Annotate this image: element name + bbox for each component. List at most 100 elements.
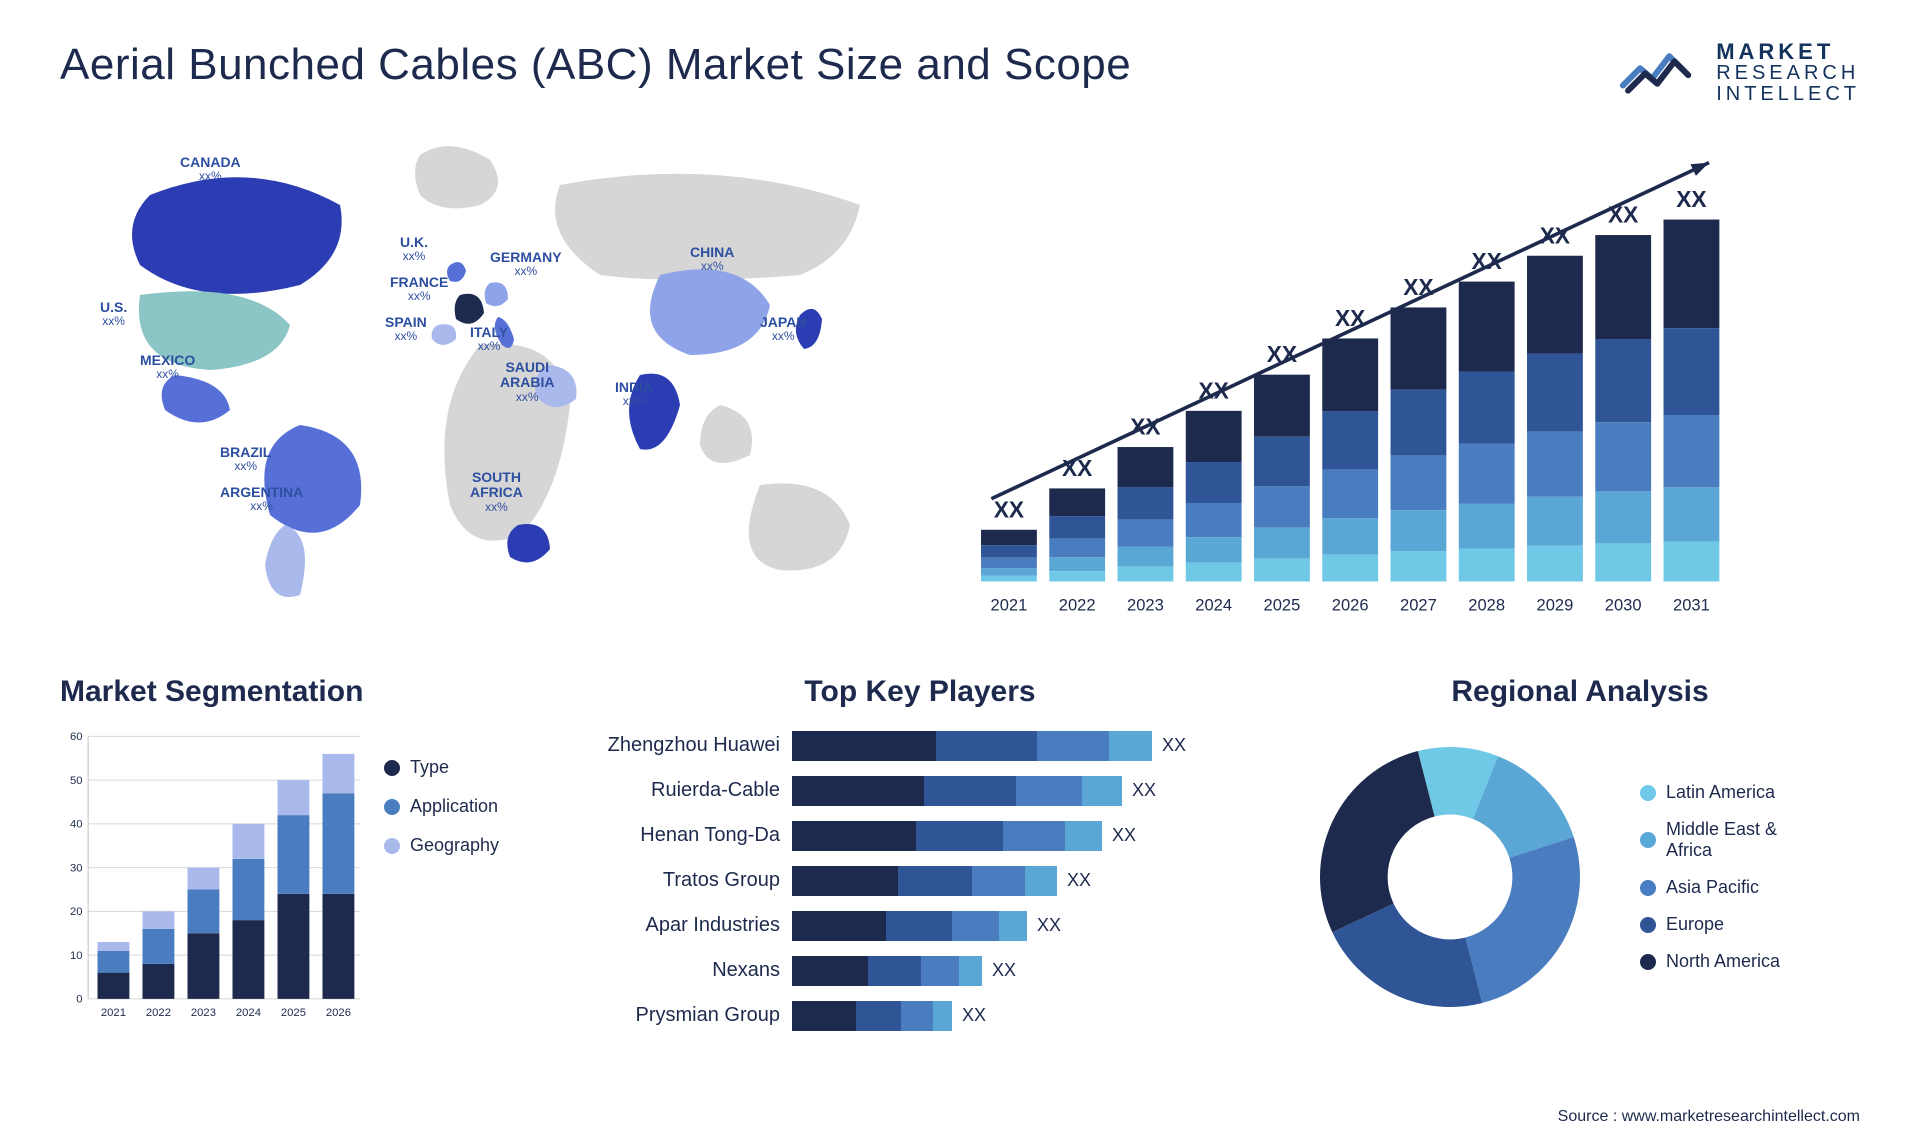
player-bar bbox=[792, 1001, 952, 1031]
legend-item: Type bbox=[384, 757, 499, 778]
player-bar-segment bbox=[1065, 821, 1102, 851]
player-bar-segment bbox=[952, 911, 999, 941]
player-name: Henan Tong-Da bbox=[580, 824, 780, 847]
player-row: Tratos GroupXX bbox=[580, 862, 1260, 899]
legend-item: Application bbox=[384, 796, 499, 817]
svg-text:2024: 2024 bbox=[1195, 596, 1232, 615]
player-value: XX bbox=[1162, 735, 1186, 756]
svg-text:2025: 2025 bbox=[281, 1007, 306, 1019]
svg-text:2025: 2025 bbox=[1264, 596, 1301, 615]
map-label: SPAINxx% bbox=[385, 315, 427, 344]
map-label: FRANCExx% bbox=[390, 275, 448, 304]
player-bar-segment bbox=[916, 821, 1003, 851]
player-bar-segment bbox=[856, 1001, 901, 1031]
player-name: Tratos Group bbox=[580, 869, 780, 892]
player-value: XX bbox=[1037, 915, 1061, 936]
player-bar-segment bbox=[792, 776, 924, 806]
regional-body: Latin America Middle East &Africa Asia Pac… bbox=[1300, 727, 1860, 1027]
player-bar-segment bbox=[898, 866, 972, 896]
segmentation-panel: Market Segmentation 0102030405060 202120… bbox=[60, 675, 540, 1116]
bottom-row: Market Segmentation 0102030405060 202120… bbox=[60, 675, 1860, 1116]
player-bar bbox=[792, 731, 1152, 761]
player-name: Ruierda-Cable bbox=[580, 779, 780, 802]
map-label: ITALYxx% bbox=[470, 325, 508, 354]
player-bar-wrap: XX bbox=[792, 776, 1260, 806]
player-bar-segment bbox=[1016, 776, 1082, 806]
legend-swatch-icon bbox=[1640, 917, 1656, 933]
player-bar-segment bbox=[792, 911, 886, 941]
svg-text:40: 40 bbox=[70, 819, 83, 831]
player-bar-segment bbox=[924, 776, 1016, 806]
legend-label: Middle East &Africa bbox=[1666, 819, 1777, 861]
svg-text:XX: XX bbox=[1608, 202, 1638, 228]
segmentation-body: 0102030405060 202120222023202420252026 T… bbox=[60, 727, 540, 1027]
player-bar-segment bbox=[921, 956, 959, 986]
player-bar-segment bbox=[792, 956, 868, 986]
svg-text:2023: 2023 bbox=[191, 1007, 216, 1019]
top-players-body: Zhengzhou Huawei XX Ruierda-Cable XX Henan T… bbox=[580, 727, 1260, 1034]
legend-item: Middle East &Africa bbox=[1640, 819, 1780, 861]
legend-label: Latin America bbox=[1666, 782, 1775, 803]
legend-item: Latin America bbox=[1640, 782, 1780, 803]
svg-text:2022: 2022 bbox=[146, 1007, 171, 1019]
regional-legend: Latin America Middle East &Africa Asia Pac… bbox=[1640, 782, 1780, 972]
svg-text:2028: 2028 bbox=[1468, 596, 1505, 615]
map-label: U.K.xx% bbox=[400, 235, 428, 264]
legend-label: Type bbox=[410, 757, 449, 778]
svg-text:2026: 2026 bbox=[326, 1007, 351, 1019]
player-row: Prysmian GroupXX bbox=[580, 997, 1260, 1034]
svg-text:XX: XX bbox=[1403, 274, 1433, 300]
player-row: Zhengzhou Huawei XX bbox=[580, 727, 1260, 764]
segmentation-bar-chart: 0102030405060 202120222023202420252026 bbox=[60, 727, 360, 1027]
svg-text:2030: 2030 bbox=[1605, 596, 1642, 615]
player-bar-segment bbox=[999, 911, 1027, 941]
legend-item: Europe bbox=[1640, 914, 1780, 935]
source-footer: Source : www.marketresearchintellect.com bbox=[1558, 1108, 1860, 1126]
svg-text:20: 20 bbox=[70, 906, 83, 918]
page: Aerial Bunched Cables (ABC) Market Size … bbox=[0, 0, 1920, 1146]
player-bar-segment bbox=[868, 956, 921, 986]
player-name: Zhengzhou Huawei bbox=[580, 734, 780, 757]
regional-donut-chart bbox=[1300, 727, 1600, 1027]
player-bar bbox=[792, 911, 1027, 941]
player-bar-segment bbox=[792, 1001, 856, 1031]
svg-text:0: 0 bbox=[76, 994, 82, 1006]
player-bar-wrap: XX bbox=[792, 1001, 1260, 1031]
player-bar-segment bbox=[936, 731, 1037, 761]
player-bar bbox=[792, 956, 982, 986]
player-bar-segment bbox=[1025, 866, 1057, 896]
legend-swatch-icon bbox=[384, 838, 400, 854]
svg-text:60: 60 bbox=[70, 731, 83, 743]
player-row: Apar IndustriesXX bbox=[580, 907, 1260, 944]
logo-mark-icon bbox=[1616, 42, 1702, 103]
brand-logo: MARKET RESEARCH INTELLECT bbox=[1616, 40, 1860, 105]
svg-text:50: 50 bbox=[70, 775, 83, 787]
map-label: BRAZILxx% bbox=[220, 445, 271, 474]
svg-text:2023: 2023 bbox=[1127, 596, 1164, 615]
svg-text:2024: 2024 bbox=[236, 1007, 261, 1019]
legend-swatch-icon bbox=[1640, 785, 1656, 801]
map-label: U.S.xx% bbox=[100, 300, 127, 329]
logo-text: MARKET RESEARCH INTELLECT bbox=[1716, 40, 1860, 105]
player-row: Ruierda-Cable XX bbox=[580, 772, 1260, 809]
logo-line-2: RESEARCH bbox=[1716, 63, 1860, 84]
legend-item: Asia Pacific bbox=[1640, 877, 1780, 898]
player-bar-wrap: XX bbox=[792, 731, 1260, 761]
map-label: SAUDIARABIAxx% bbox=[500, 360, 554, 404]
svg-text:XX: XX bbox=[994, 496, 1024, 522]
player-bar bbox=[792, 821, 1102, 851]
map-label: ARGENTINAxx% bbox=[220, 485, 303, 514]
player-bar-segment bbox=[901, 1001, 933, 1031]
player-bar-segment bbox=[972, 866, 1025, 896]
map-label: JAPANxx% bbox=[760, 315, 806, 344]
map-label: GERMANYxx% bbox=[490, 250, 562, 279]
legend-item: Geography bbox=[384, 835, 499, 856]
growth-chart-panel: XXXXXXXXXXXXXXXXXXXXXX 20212022202320242… bbox=[950, 125, 1860, 645]
player-bar-segment bbox=[933, 1001, 952, 1031]
logo-line-3: INTELLECT bbox=[1716, 84, 1860, 105]
player-bar-segment bbox=[792, 866, 898, 896]
top-players-panel: Top Key Players Zhengzhou HuaweiXXRuierd… bbox=[580, 675, 1260, 1116]
player-bar-segment bbox=[1003, 821, 1065, 851]
legend-swatch-icon bbox=[1640, 880, 1656, 896]
svg-text:2026: 2026 bbox=[1332, 596, 1369, 615]
